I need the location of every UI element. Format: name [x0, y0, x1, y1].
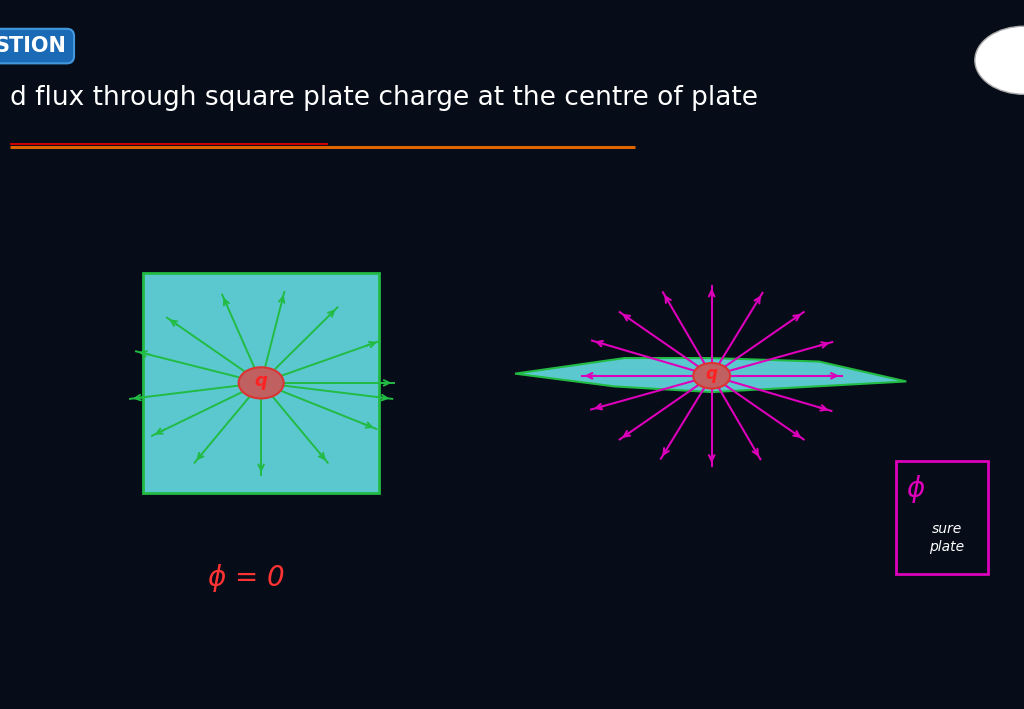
Text: $\phi$: $\phi$	[906, 473, 926, 506]
Text: q: q	[706, 365, 718, 384]
Circle shape	[975, 26, 1024, 94]
Text: sure
plate: sure plate	[929, 522, 965, 554]
Text: STION: STION	[0, 36, 67, 56]
Circle shape	[693, 363, 730, 389]
Polygon shape	[143, 273, 379, 493]
Polygon shape	[515, 358, 906, 392]
Text: q: q	[255, 372, 267, 391]
Text: d flux through square plate charge at the centre of plate: d flux through square plate charge at th…	[10, 85, 758, 111]
Bar	[896, 461, 988, 574]
Text: $\phi$ = 0: $\phi$ = 0	[207, 562, 285, 594]
Circle shape	[239, 367, 284, 398]
